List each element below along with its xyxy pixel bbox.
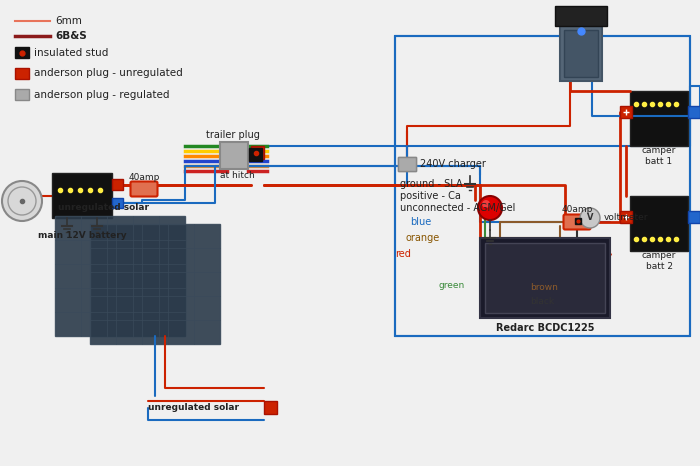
Bar [15,89,29,100]
Bar [15,68,29,79]
Bar [688,106,700,118]
FancyBboxPatch shape [564,214,591,229]
Circle shape [2,181,42,221]
Circle shape [580,208,600,228]
Bar [575,218,581,224]
Text: anderson plug - unregulated: anderson plug - unregulated [34,69,183,78]
Text: positive - Ca: positive - Ca [400,191,461,201]
Text: 40amp: 40amp [561,206,593,214]
Text: green: green [439,281,465,290]
FancyBboxPatch shape [130,181,158,197]
Bar [480,238,610,318]
Bar [620,211,632,223]
Text: 240V charger: 240V charger [420,159,486,169]
Bar [251,146,264,159]
Text: red: red [395,249,411,259]
Text: 6mm: 6mm [55,16,82,26]
Bar [395,36,690,336]
Text: Redarc BCDC1225: Redarc BCDC1225 [496,323,594,333]
Text: unregulated solar: unregulated solar [58,204,149,212]
Text: voltmeter: voltmeter [604,213,648,222]
Bar [264,401,277,414]
Text: camper
batt 2: camper batt 2 [642,251,676,271]
Text: main 12V battery: main 12V battery [38,232,126,240]
Text: ground - SLA: ground - SLA [400,179,463,189]
Text: brown: brown [530,283,558,293]
Bar [55,216,185,336]
Bar [564,30,598,77]
Text: camper
batt 1: camper batt 1 [642,146,676,166]
Bar [630,91,688,146]
Bar [560,26,602,81]
Text: black: black [530,296,554,306]
Text: 6B&S: 6B&S [55,31,87,41]
Text: at hitch: at hitch [220,171,254,180]
Bar [249,148,262,161]
Text: 40amp: 40amp [128,172,160,181]
Bar [398,157,416,171]
Text: V: V [587,213,594,222]
Text: orange: orange [405,233,440,243]
Circle shape [482,200,490,208]
Bar [630,196,688,251]
Circle shape [478,196,502,220]
Bar [220,142,248,169]
Bar [112,179,123,190]
Bar [485,243,605,313]
Text: unconnected - AGM/Gel: unconnected - AGM/Gel [400,203,515,213]
Bar [688,211,700,223]
Bar [555,6,607,26]
Text: unregulated solar: unregulated solar [148,404,239,412]
Text: anderson plug - regulated: anderson plug - regulated [34,89,169,100]
Bar [112,198,123,208]
Bar [15,47,29,58]
Bar [90,224,220,344]
Text: insulated stud: insulated stud [34,48,108,57]
Text: blue: blue [410,217,431,227]
Text: trailer plug: trailer plug [206,130,260,140]
Bar [52,173,112,218]
Bar [398,157,416,171]
Bar [620,106,632,118]
